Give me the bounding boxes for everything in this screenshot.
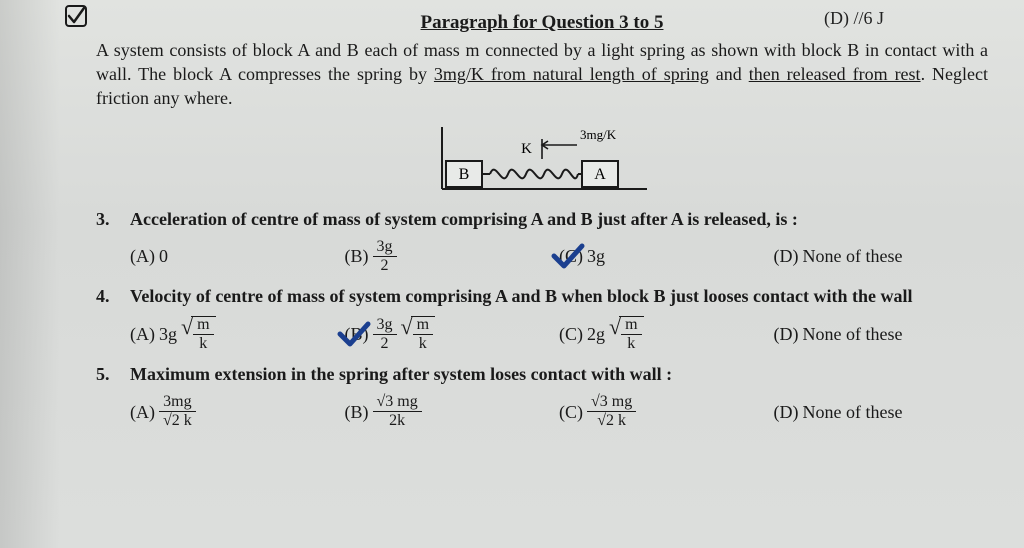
previous-option-d: (D) //6 J (824, 6, 884, 30)
option-label: (D) (774, 244, 799, 268)
option[interactable]: (A) 3mg√2 k (130, 394, 345, 429)
option[interactable]: (A) 0 (130, 244, 345, 268)
option-value: √mk (609, 316, 644, 352)
spring-blocks-diagram: B A K 3mg/K (422, 117, 662, 197)
option-label: (B) (345, 244, 369, 268)
answered-previous-checkbox-icon (64, 4, 88, 28)
diagram-label-k: K (521, 141, 532, 157)
option-label: (A) (130, 400, 155, 424)
option-label: (C) (559, 322, 583, 346)
option[interactable]: (C) 2g√mk (559, 316, 774, 352)
paragraph-body: A system consists of block A and B each … (96, 38, 988, 111)
question-number: 3. (96, 207, 130, 231)
option-value: 3g (587, 244, 605, 268)
questions-list: 3.Acceleration of centre of mass of syst… (96, 207, 988, 430)
option-label: (D) (774, 322, 799, 346)
diagram-label-disp: 3mg/K (580, 127, 617, 142)
option[interactable]: (C) 3g (559, 244, 774, 268)
option-label: (D) (774, 400, 799, 424)
option-label: (A) (130, 244, 155, 268)
option-label: (B) (345, 322, 369, 346)
option-coef: 3g2 (373, 317, 397, 352)
page-root: (D) //6 J Paragraph for Question 3 to 5 … (0, 0, 1024, 548)
option[interactable]: (D) None of these (774, 322, 989, 346)
option-value: None of these (803, 400, 903, 424)
option-coef: 2g (587, 322, 605, 346)
question-row: 5.Maximum extension in the spring after … (96, 362, 988, 386)
option-value: 0 (159, 244, 168, 268)
question-text: Acceleration of centre of mass of system… (130, 207, 988, 231)
option[interactable]: (D) None of these (774, 244, 989, 268)
option-label: (C) (559, 244, 583, 268)
question-number: 4. (96, 284, 130, 308)
paragraph-part-2: and (709, 64, 749, 84)
question-text: Maximum extension in the spring after sy… (130, 362, 988, 386)
option-value: √3 mg√2 k (587, 394, 636, 429)
diagram-label-b: B (459, 166, 470, 183)
option-coef: 3g (159, 322, 177, 346)
option-label: (B) (345, 400, 369, 424)
option-value: None of these (803, 244, 903, 268)
question-row: 4.Velocity of centre of mass of system c… (96, 284, 988, 308)
option-value: √3 mg2k (373, 394, 422, 429)
options-row: (A) 0(B) 3g2(C) 3g(D) None of these (130, 239, 988, 274)
option-label: (A) (130, 322, 155, 346)
paragraph-underline-2: then released from rest (749, 64, 921, 84)
option[interactable]: (B) 3g2 (345, 239, 560, 274)
option[interactable]: (A) 3g√mk (130, 316, 345, 352)
question-row: 3.Acceleration of centre of mass of syst… (96, 207, 988, 231)
option-label: (C) (559, 400, 583, 424)
question-number: 5. (96, 362, 130, 386)
paragraph-underline-1: 3mg/K from natural length of spring (434, 64, 709, 84)
option-value: √mk (401, 316, 436, 352)
options-row: (A) 3mg√2 k(B) √3 mg2k(C) √3 mg√2 k(D) N… (130, 394, 988, 429)
page-shadow (0, 0, 60, 548)
option-value: None of these (803, 322, 903, 346)
option[interactable]: (B) √3 mg2k (345, 394, 560, 429)
option-value: 3mg√2 k (159, 394, 196, 429)
options-row: (A) 3g√mk(B) 3g2√mk(C) 2g√mk(D) None of … (130, 316, 988, 352)
diagram-label-a: A (594, 166, 606, 183)
option[interactable]: (D) None of these (774, 400, 989, 424)
question-text: Velocity of centre of mass of system com… (130, 284, 988, 308)
option-value: 3g2 (373, 239, 397, 274)
option[interactable]: (B) 3g2√mk (345, 316, 560, 352)
option[interactable]: (C) √3 mg√2 k (559, 394, 774, 429)
option-value: √mk (181, 316, 216, 352)
diagram-container: B A K 3mg/K (96, 117, 988, 197)
